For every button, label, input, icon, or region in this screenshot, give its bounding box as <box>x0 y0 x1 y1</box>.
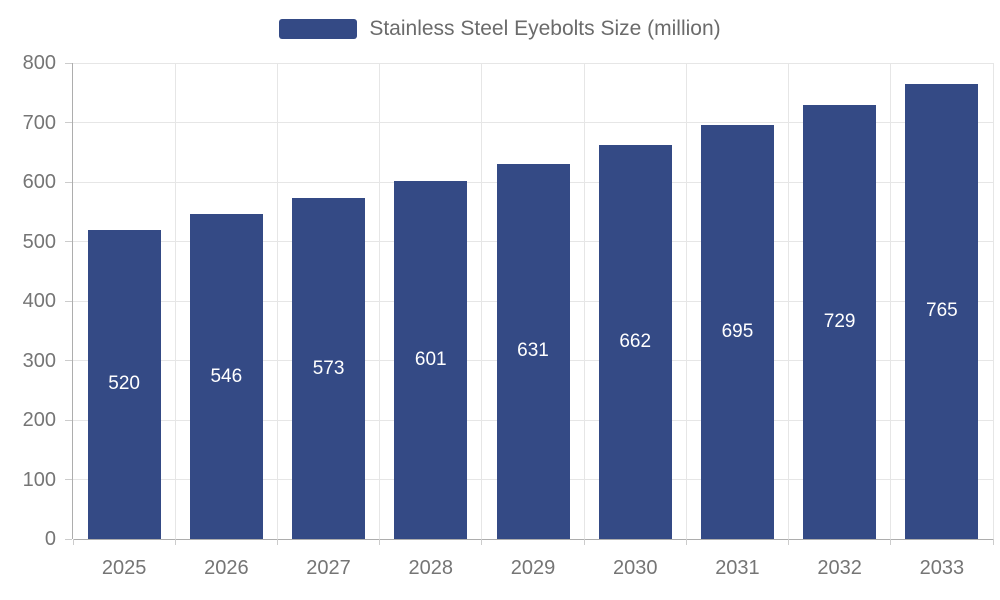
x-tick-mark <box>72 539 74 545</box>
y-tick-label: 100 <box>22 468 56 491</box>
y-tick-mark <box>65 300 72 302</box>
x-tick-mark <box>788 539 790 545</box>
y-tick-label: 400 <box>22 290 56 312</box>
x-tick-mark <box>276 539 278 545</box>
y-tick-label: 200 <box>22 409 56 431</box>
bar[interactable] <box>87 229 161 539</box>
bar-value-label: 695 <box>721 321 754 343</box>
x-tick-label: 2031 <box>715 557 760 579</box>
bar-value-label: 662 <box>619 331 652 353</box>
x-tick-mark <box>583 539 585 545</box>
x-tick-label: 2033 <box>919 557 965 579</box>
bar[interactable] <box>700 125 774 539</box>
gridline-vertical <box>379 63 381 539</box>
y-tick-label: 800 <box>22 52 56 74</box>
x-tick-mark <box>992 539 994 545</box>
gridline-vertical <box>481 63 483 539</box>
gridline-vertical <box>685 63 687 539</box>
bar-value-label: 729 <box>823 311 856 333</box>
x-tick-label: 2028 <box>408 557 454 579</box>
x-tick-mark <box>174 539 176 545</box>
y-tick-mark <box>65 479 72 480</box>
y-tick-mark <box>65 122 72 123</box>
gridline-vertical <box>174 63 176 539</box>
x-tick-mark <box>890 539 892 545</box>
gridline-vertical <box>583 63 585 539</box>
bar[interactable] <box>598 145 672 539</box>
gridline-vertical <box>788 63 790 539</box>
bar[interactable] <box>496 163 570 539</box>
legend-label: Stainless Steel Eyebolts Size (million) <box>369 17 721 40</box>
gridline-horizontal <box>73 62 993 64</box>
x-tick-label: 2025 <box>101 557 147 579</box>
y-tick-label: 700 <box>22 111 56 134</box>
y-tick-mark <box>65 241 72 242</box>
y-tick-mark <box>65 419 72 421</box>
bar[interactable] <box>803 105 877 539</box>
y-tick-mark <box>65 62 72 64</box>
bar[interactable] <box>292 198 366 539</box>
x-tick-mark <box>481 539 483 545</box>
x-tick-label: 2026 <box>204 557 249 579</box>
x-tick-label: 2030 <box>612 557 658 579</box>
bar-value-label: 601 <box>414 349 447 371</box>
bar-value-label: 631 <box>517 340 549 362</box>
x-tick-mark <box>379 539 381 545</box>
bar[interactable] <box>394 181 468 539</box>
gridline-horizontal <box>73 122 993 123</box>
gridline-vertical <box>276 63 278 539</box>
y-tick-mark <box>65 360 72 361</box>
plot-area: 520 546 573 601 631 662 695 729 765 <box>72 62 994 540</box>
bar[interactable] <box>189 214 263 539</box>
y-tick-label: 500 <box>22 230 56 253</box>
y-tick-label: 0 <box>44 528 56 550</box>
y-tick-mark <box>65 181 72 183</box>
x-tick-label: 2029 <box>510 557 556 579</box>
bar-value-label: 765 <box>926 300 958 322</box>
bar-value-label: 573 <box>312 357 345 379</box>
bar-value-label: 520 <box>108 373 140 395</box>
bar-value-label: 546 <box>210 365 243 387</box>
gridline-vertical <box>890 63 892 539</box>
gridline-vertical <box>992 63 994 539</box>
legend-swatch <box>279 18 358 39</box>
x-tick-label: 2032 <box>817 557 862 579</box>
legend[interactable]: Stainless Steel Eyebolts Size (million) <box>0 18 1000 39</box>
x-tick-label: 2027 <box>306 557 351 579</box>
bar[interactable] <box>905 83 979 539</box>
x-axis-line <box>73 539 993 540</box>
x-tick-mark <box>685 539 687 545</box>
y-tick-label: 600 <box>22 171 56 193</box>
y-tick-label: 300 <box>22 349 56 372</box>
y-tick-mark <box>65 538 72 540</box>
y-axis-line <box>72 63 73 539</box>
